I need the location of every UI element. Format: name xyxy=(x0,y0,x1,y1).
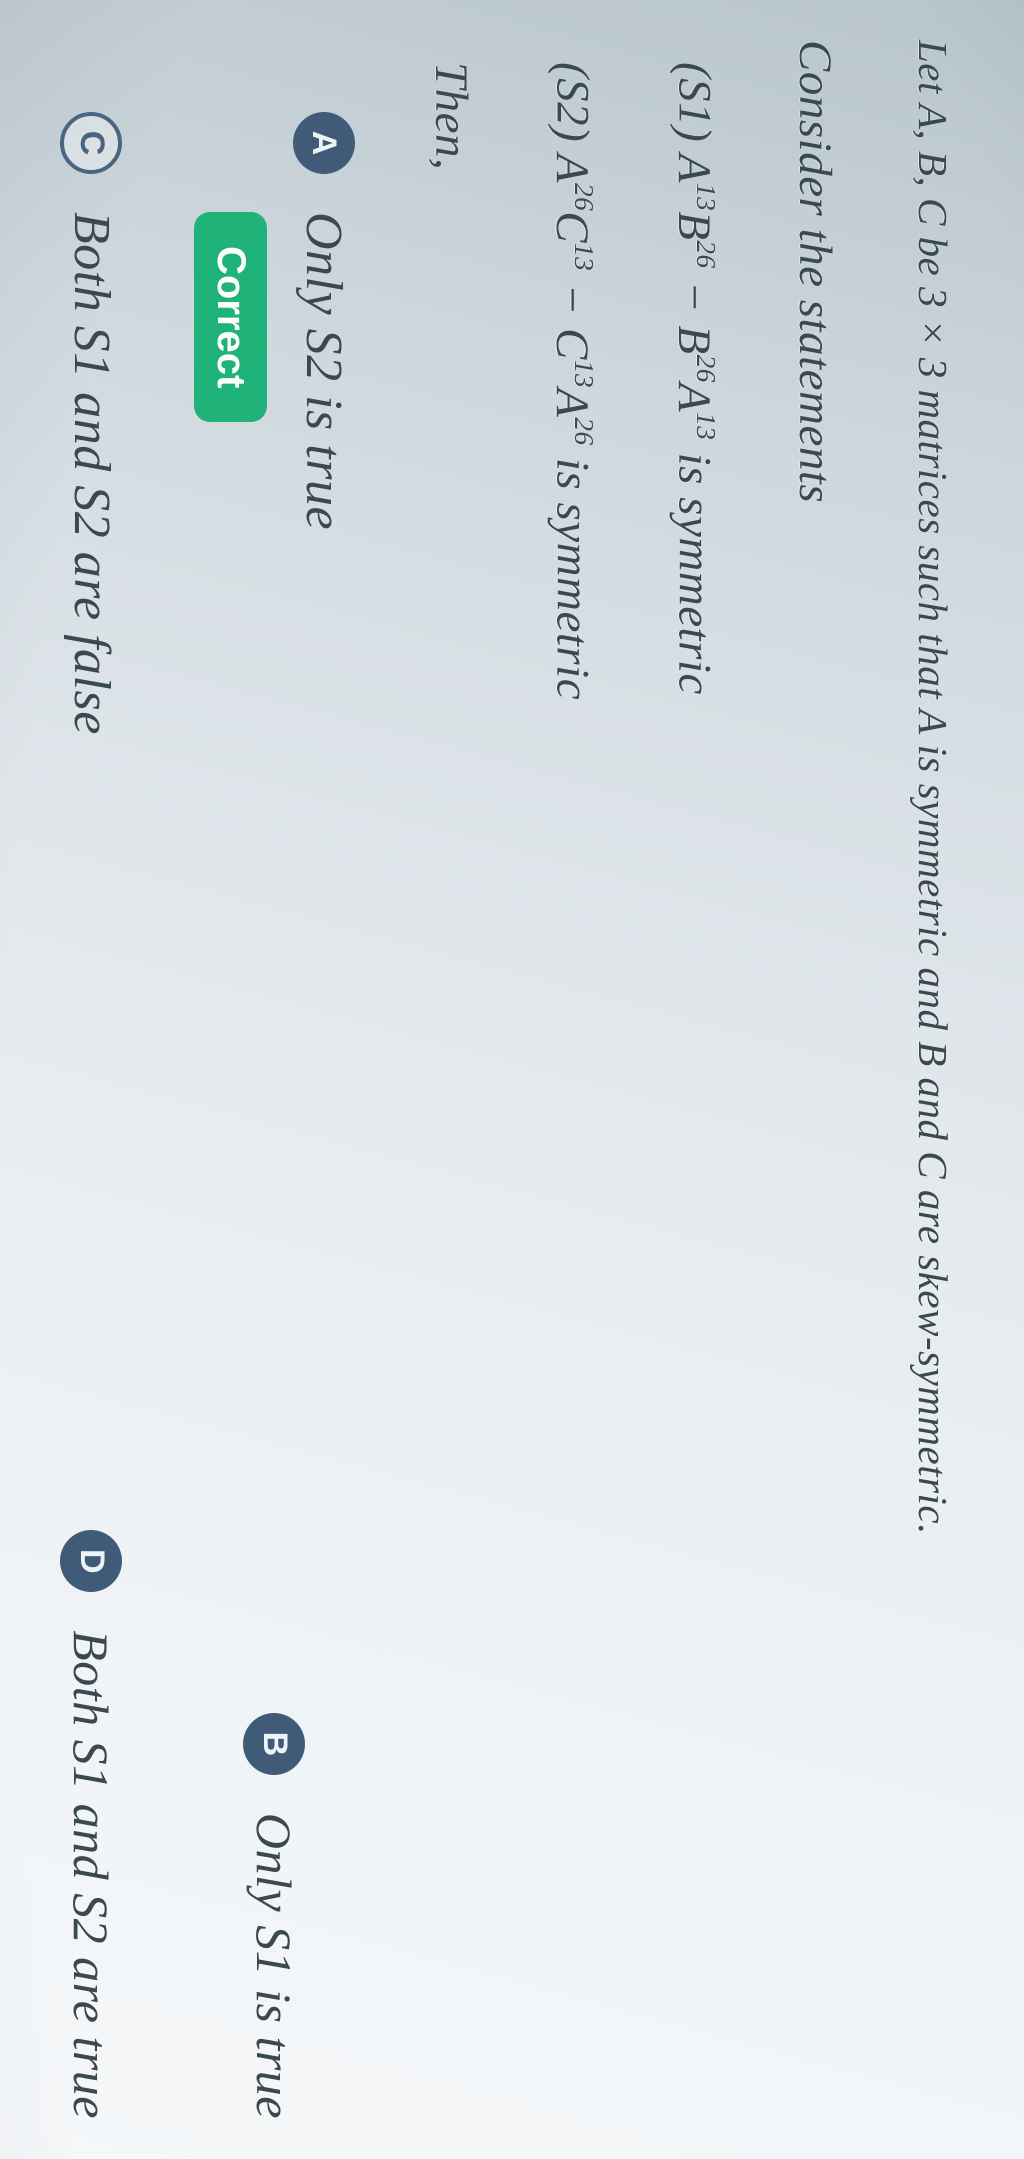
s1-label: (S1) xyxy=(668,62,720,154)
option-b-text: Only S1 is true xyxy=(245,1813,303,2119)
s1-expr: A13B26 − B26A13 xyxy=(668,154,720,441)
option-b-letter-icon: B xyxy=(243,1713,305,1775)
option-b[interactable]: B Only S1 is true xyxy=(243,1713,305,2119)
option-a-letter-icon: A xyxy=(293,112,355,174)
question-intro: Let A, B, C be 3 × 3 matrices such that … xyxy=(911,30,954,2129)
option-a-text: Only S2 is true xyxy=(294,212,353,530)
correct-badge: Correct xyxy=(194,212,267,422)
consider-label: Consider the statements xyxy=(790,30,839,2129)
statement-s2: (S2) A26C13 − C13A26 is symmetric xyxy=(547,30,597,2129)
option-d-text: Both S1 and S2 are true xyxy=(62,1630,120,2119)
s2-label: (S2) xyxy=(546,62,598,154)
option-a-column: A Only S2 is true Correct xyxy=(194,112,355,530)
s2-tail: is symmetric xyxy=(546,446,598,701)
option-c-letter-icon: C xyxy=(60,112,122,174)
option-a[interactable]: A Only S2 is true xyxy=(293,112,355,530)
s1-tail: is symmetric xyxy=(668,440,720,695)
options-row-1: A Only S2 is true Correct B Only S1 is t… xyxy=(194,30,355,2129)
options-row-2: C Both S1 and S2 are false D Both S1 and… xyxy=(60,30,122,2129)
option-d-letter-icon: D xyxy=(60,1530,122,1592)
option-c-text: Both S1 and S2 are false xyxy=(62,212,121,735)
statement-s1: (S1) A13B26 − B26A13 is symmetric xyxy=(669,30,719,2129)
s2-expr: A26C13 − C13A26 xyxy=(546,154,598,446)
option-c[interactable]: C Both S1 and S2 are false xyxy=(60,112,122,735)
question-content: Let A, B, C be 3 × 3 matrices such that … xyxy=(0,0,1024,2159)
option-d[interactable]: D Both S1 and S2 are true xyxy=(60,1530,122,2119)
then-label: Then, xyxy=(426,30,475,2129)
